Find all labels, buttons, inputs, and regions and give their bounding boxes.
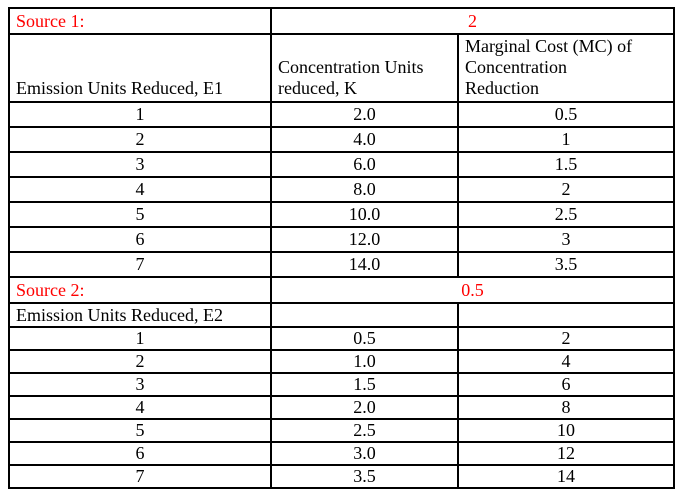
col-header-mc-line2: Concentration xyxy=(465,57,567,77)
source1-data-row: 2 4.0 1 xyxy=(8,126,675,153)
mc-value: 6 xyxy=(457,372,675,397)
k-value: 6.0 xyxy=(270,151,459,178)
mc-value: 1 xyxy=(457,126,675,153)
source1-data-row: 5 10.0 2.5 xyxy=(8,201,675,228)
source2-data-row: 4 2.0 8 xyxy=(8,395,675,420)
e2-value: 2 xyxy=(8,349,272,374)
col-header-k: Concentration Units reduced, K xyxy=(270,33,459,103)
k-value: 2.0 xyxy=(270,395,459,420)
source1-data-row: 7 14.0 3.5 xyxy=(8,251,675,278)
source1-data-row: 1 2.0 0.5 xyxy=(8,101,675,128)
col-header-mc-line3: Reduction xyxy=(465,78,539,98)
col-header-mc-line1: Marginal Cost (MC) of xyxy=(465,36,633,56)
k-value: 3.5 xyxy=(270,464,459,489)
empty-cell xyxy=(270,302,459,328)
e1-value: 3 xyxy=(8,151,272,178)
e2-value: 7 xyxy=(8,464,272,489)
e1-value: 6 xyxy=(8,226,272,253)
mc-value: 12 xyxy=(457,441,675,466)
col-header-mc: Marginal Cost (MC) of Concentration Redu… xyxy=(457,33,675,103)
mc-value: 4 xyxy=(457,349,675,374)
source1-data-row: 3 6.0 1.5 xyxy=(8,151,675,178)
e1-value: 4 xyxy=(8,176,272,203)
col-header-e1-line: Emission Units Reduced, E1 xyxy=(16,78,223,98)
mc-value: 2.5 xyxy=(457,201,675,228)
source1-transfer-coefficient: 2 xyxy=(270,7,675,35)
e2-value: 4 xyxy=(8,395,272,420)
e1-value: 7 xyxy=(8,251,272,278)
k-value: 4.0 xyxy=(270,126,459,153)
source1-label: Source 1: xyxy=(8,7,272,35)
k-value: 8.0 xyxy=(270,176,459,203)
source2-data-row: 7 3.5 14 xyxy=(8,464,675,489)
k-value: 0.5 xyxy=(270,326,459,351)
mc-value: 8 xyxy=(457,395,675,420)
e2-value: 3 xyxy=(8,372,272,397)
col-header-k-line2: reduced, K xyxy=(278,78,357,98)
marginal-cost-table: Source 1: 2 Emission Units Reduced, E1 C… xyxy=(8,7,675,489)
k-value: 3.0 xyxy=(270,441,459,466)
mc-value: 3.5 xyxy=(457,251,675,278)
mc-value: 14 xyxy=(457,464,675,489)
mc-value: 2 xyxy=(457,326,675,351)
e2-value: 1 xyxy=(8,326,272,351)
k-value: 10.0 xyxy=(270,201,459,228)
e1-value: 1 xyxy=(8,101,272,128)
mc-value: 0.5 xyxy=(457,101,675,128)
k-value: 1.0 xyxy=(270,349,459,374)
e2-value: 5 xyxy=(8,418,272,443)
col-header-e1: Emission Units Reduced, E1 xyxy=(8,33,272,103)
source1-data-row: 4 8.0 2 xyxy=(8,176,675,203)
k-value: 1.5 xyxy=(270,372,459,397)
empty-cell xyxy=(457,302,675,328)
col-header-e2: Emission Units Reduced, E2 xyxy=(8,302,272,328)
k-value: 2.5 xyxy=(270,418,459,443)
k-value: 2.0 xyxy=(270,101,459,128)
e1-value: 5 xyxy=(8,201,272,228)
mc-value: 2 xyxy=(457,176,675,203)
mc-value: 10 xyxy=(457,418,675,443)
k-value: 12.0 xyxy=(270,226,459,253)
e2-value: 6 xyxy=(8,441,272,466)
source2-data-row: 2 1.0 4 xyxy=(8,349,675,374)
source2-data-row: 6 3.0 12 xyxy=(8,441,675,466)
source2-data-row: 5 2.5 10 xyxy=(8,418,675,443)
mc-value: 1.5 xyxy=(457,151,675,178)
e1-value: 2 xyxy=(8,126,272,153)
source2-data-row: 3 1.5 6 xyxy=(8,372,675,397)
source2-label: Source 2: xyxy=(8,276,272,304)
col-header-k-line1: Concentration Units xyxy=(278,57,424,77)
source2-subheader-row: Emission Units Reduced, E2 xyxy=(8,302,675,328)
mc-value: 3 xyxy=(457,226,675,253)
source2-transfer-coefficient: 0.5 xyxy=(270,276,675,304)
source2-row: Source 2: 0.5 xyxy=(8,276,675,304)
source1-row: Source 1: 2 xyxy=(8,7,675,35)
column-header-row: Emission Units Reduced, E1 Concentration… xyxy=(8,33,675,103)
source2-data-row: 1 0.5 2 xyxy=(8,326,675,351)
source1-data-row: 6 12.0 3 xyxy=(8,226,675,253)
k-value: 14.0 xyxy=(270,251,459,278)
